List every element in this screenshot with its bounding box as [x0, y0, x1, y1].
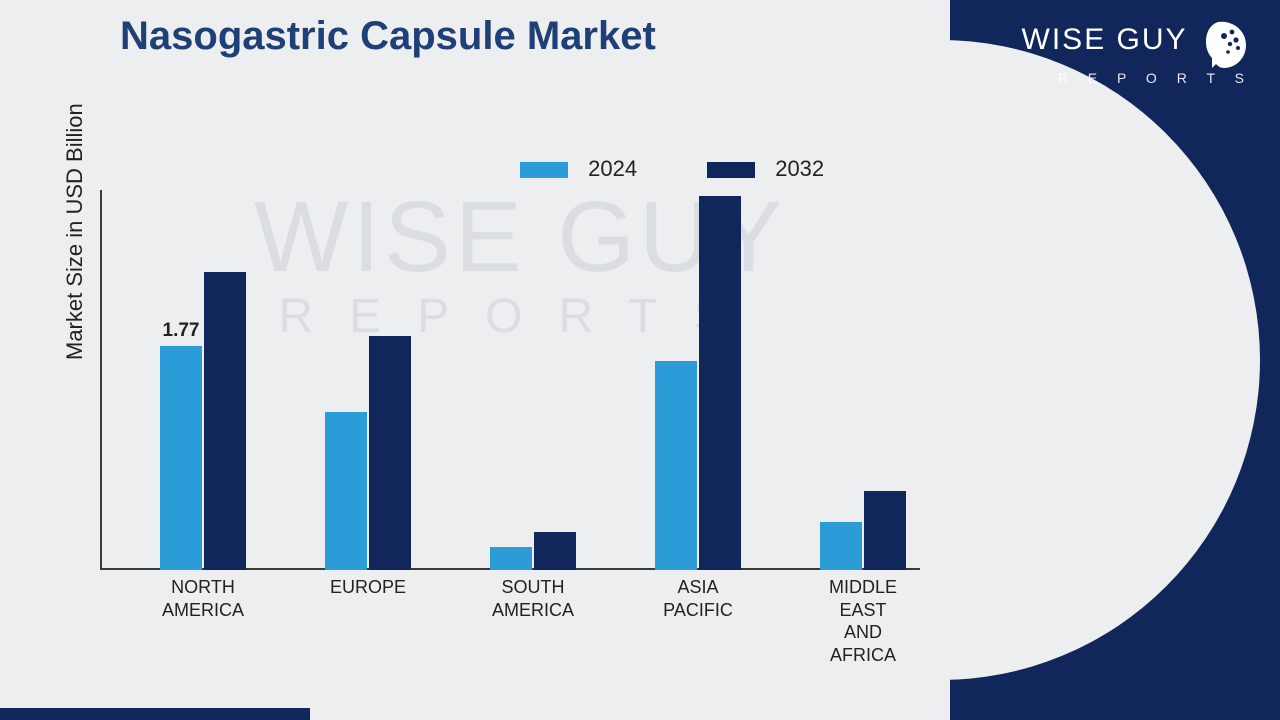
bar: [369, 336, 411, 570]
bar: [490, 547, 532, 570]
x-axis-label: SOUTHAMERICA: [453, 576, 613, 621]
bar: [160, 346, 202, 570]
bar: [864, 491, 906, 570]
legend-item-2024: 2024: [520, 156, 637, 182]
x-axis-label: MIDDLEEASTANDAFRICA: [783, 576, 943, 666]
logo-line1: WISE GUY: [1022, 23, 1188, 56]
bar-group: [655, 196, 741, 570]
y-axis-line: [100, 190, 102, 570]
legend: 2024 2032: [520, 156, 824, 182]
x-axis-label: EUROPE: [288, 576, 448, 599]
legend-label-2024: 2024: [588, 156, 637, 181]
legend-swatch-2024: [520, 162, 568, 178]
x-axis-label: NORTHAMERICA: [123, 576, 283, 621]
legend-label-2032: 2032: [775, 156, 824, 181]
chart-title: Nasogastric Capsule Market: [120, 14, 656, 59]
bar: [699, 196, 741, 570]
head-icon: [1198, 18, 1252, 72]
plot-area: 1.77NORTHAMERICAEUROPESOUTHAMERICAASIAPA…: [100, 190, 920, 570]
bar: [655, 361, 697, 570]
x-axis-label: ASIAPACIFIC: [618, 576, 778, 621]
bar: [204, 272, 246, 570]
stage: WISE GUY R E P O R T S WISE GUY REPORTS …: [0, 0, 1280, 720]
bar: [820, 522, 862, 570]
bar-group: [820, 491, 906, 570]
legend-swatch-2032: [707, 162, 755, 178]
logo-line2: R E P O R T S: [1022, 70, 1252, 86]
bar: [534, 532, 576, 570]
bar-group: [325, 336, 411, 570]
footer-accent: [0, 708, 310, 720]
bar: [325, 412, 367, 570]
y-axis-label: Market Size in USD Billion: [62, 103, 88, 360]
bar-group: [160, 272, 246, 570]
brand-logo: WISE GUY R E P O R T S: [1022, 18, 1252, 86]
legend-item-2032: 2032: [707, 156, 824, 182]
bar-group: [490, 532, 576, 570]
